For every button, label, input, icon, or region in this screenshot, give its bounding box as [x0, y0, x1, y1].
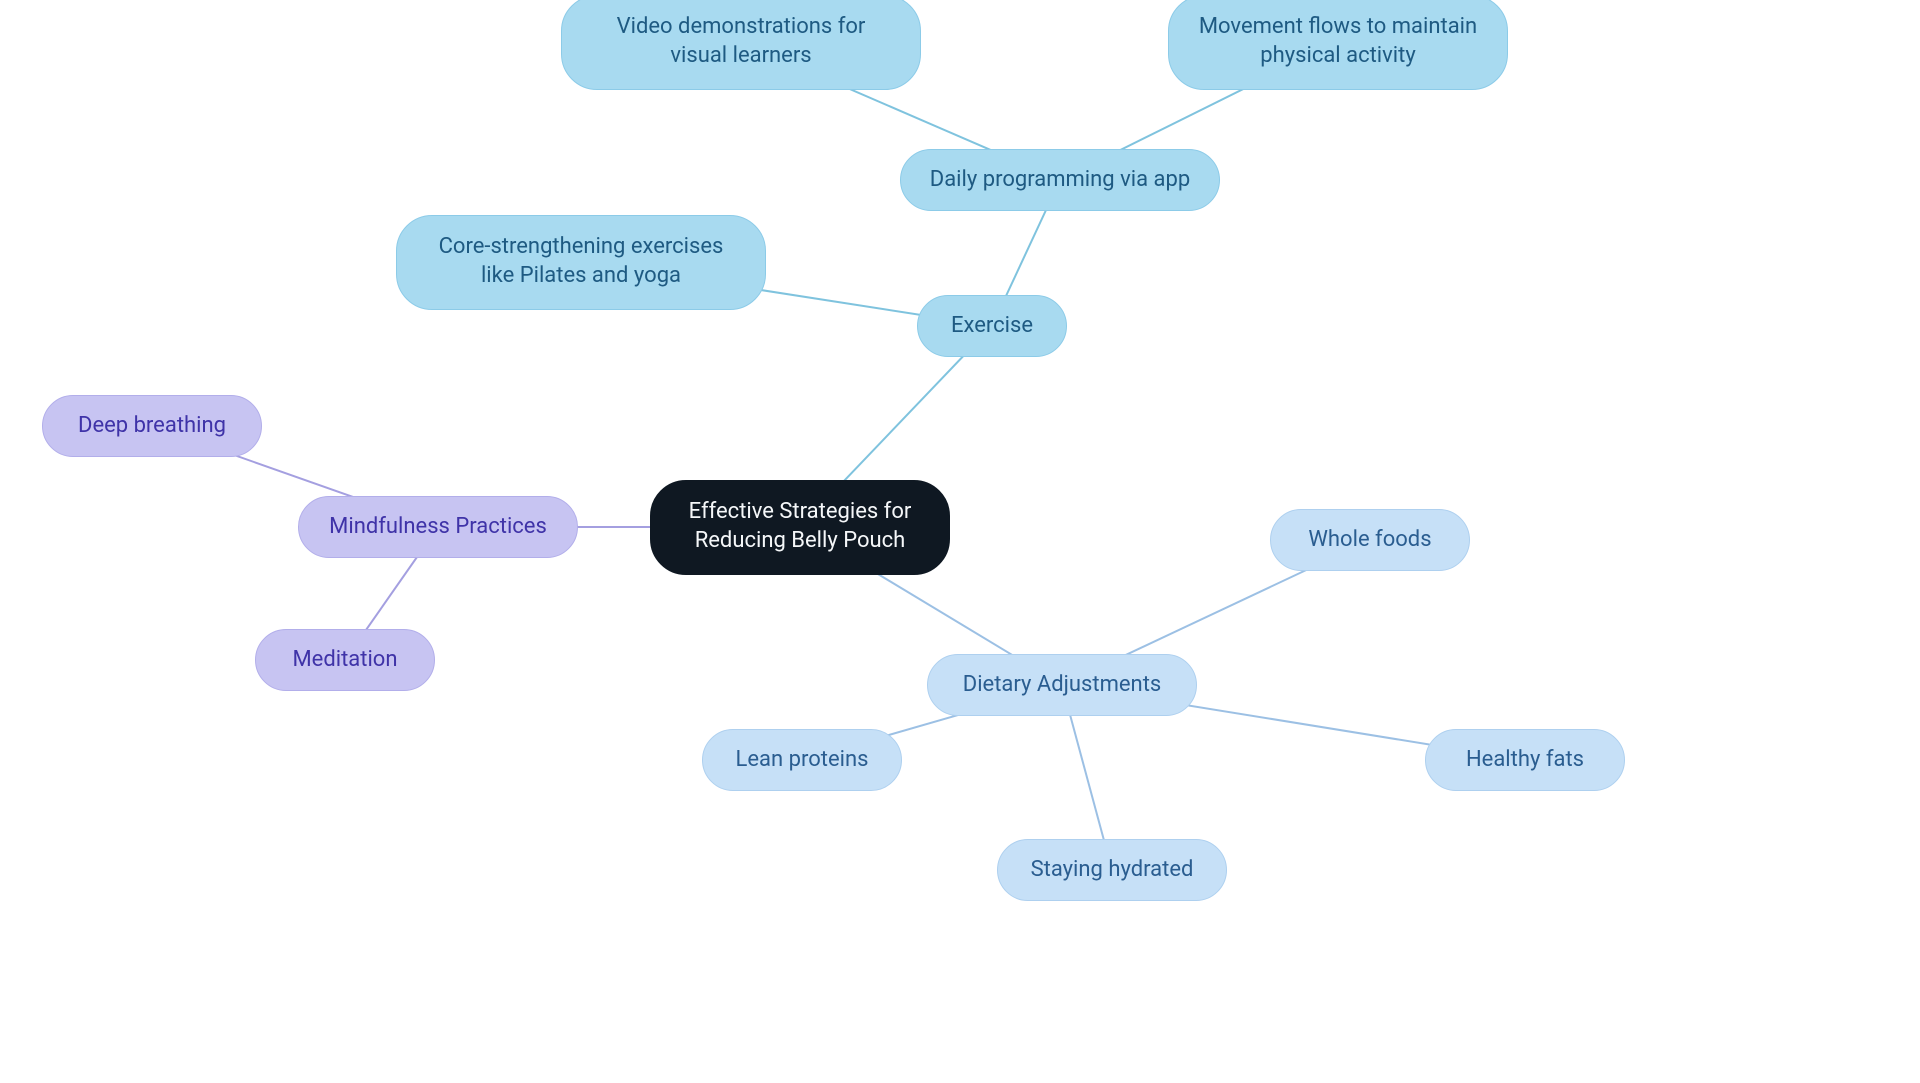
node-exercise: Exercise	[917, 295, 1067, 357]
node-root: Effective Strategies for Reducing Belly …	[650, 480, 950, 575]
node-label-exercise: Exercise	[951, 312, 1033, 341]
node-core: Core-strengthening exercises like Pilate…	[396, 215, 766, 310]
node-label-daily: Daily programming via app	[930, 166, 1190, 195]
node-label-healthy: Healthy fats	[1466, 746, 1584, 775]
node-video: Video demonstrations for visual learners	[561, 0, 921, 90]
node-label-video: Video demonstrations for visual learners	[590, 13, 892, 70]
node-label-deepbreath: Deep breathing	[78, 412, 226, 441]
node-label-movement: Movement flows to maintain physical acti…	[1197, 13, 1479, 70]
node-label-hydrated: Staying hydrated	[1031, 856, 1194, 885]
node-label-dietary: Dietary Adjustments	[963, 671, 1162, 700]
node-movement: Movement flows to maintain physical acti…	[1168, 0, 1508, 90]
node-dietary: Dietary Adjustments	[927, 654, 1197, 716]
node-daily: Daily programming via app	[900, 149, 1220, 211]
node-label-root: Effective Strategies for Reducing Belly …	[679, 498, 921, 555]
node-label-lean: Lean proteins	[736, 746, 869, 775]
node-label-whole: Whole foods	[1308, 526, 1431, 555]
node-hydrated: Staying hydrated	[997, 839, 1227, 901]
node-label-core: Core-strengthening exercises like Pilate…	[425, 233, 737, 290]
node-meditation: Meditation	[255, 629, 435, 691]
node-mindfulness: Mindfulness Practices	[298, 496, 578, 558]
node-healthy: Healthy fats	[1425, 729, 1625, 791]
node-label-mindfulness: Mindfulness Practices	[329, 513, 547, 542]
node-lean: Lean proteins	[702, 729, 902, 791]
node-deepbreath: Deep breathing	[42, 395, 262, 457]
node-label-meditation: Meditation	[292, 646, 397, 675]
node-whole: Whole foods	[1270, 509, 1470, 571]
mindmap-canvas: Effective Strategies for Reducing Belly …	[0, 0, 1920, 1083]
